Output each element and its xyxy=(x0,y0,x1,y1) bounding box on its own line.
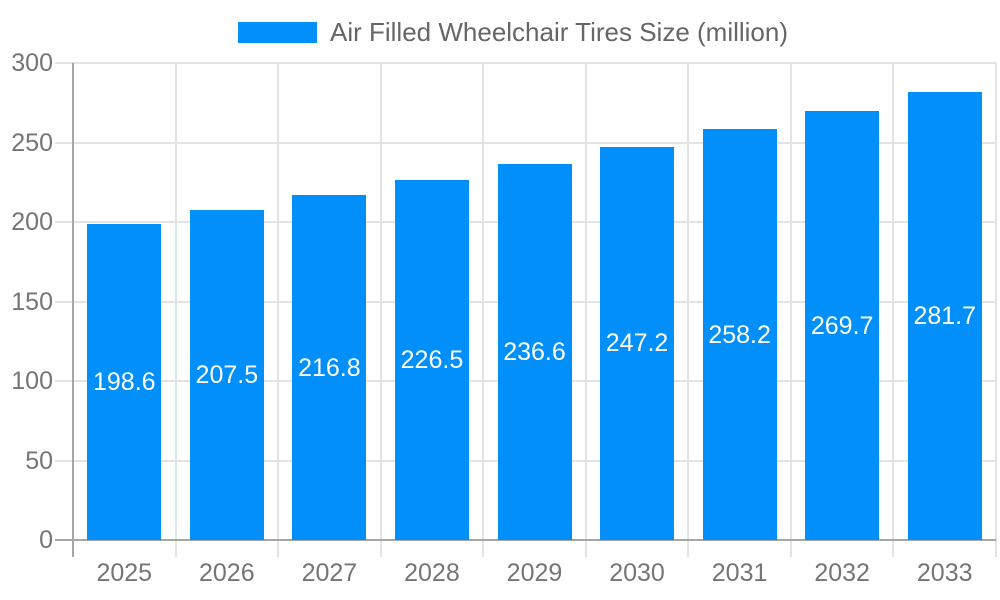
gridline-vertical xyxy=(584,63,587,540)
x-axis-label: 2026 xyxy=(199,559,255,587)
bar[interactable] xyxy=(600,146,675,540)
legend[interactable]: Air Filled Wheelchair Tires Size (millio… xyxy=(238,18,788,46)
bar[interactable] xyxy=(805,111,880,540)
y-axis-label: 200 xyxy=(11,208,53,236)
x-axis-tick xyxy=(584,540,587,557)
y-axis-label: 250 xyxy=(11,128,53,157)
x-axis-tick xyxy=(379,540,382,557)
bar-value-label: 281.7 xyxy=(913,302,976,331)
y-axis-tick xyxy=(55,300,73,303)
y-axis-label: 0 xyxy=(39,526,53,554)
x-axis-tick xyxy=(789,540,792,557)
gridline-vertical xyxy=(277,63,280,540)
gridline-vertical xyxy=(482,63,485,540)
gridline-horizontal xyxy=(73,62,996,64)
bar[interactable] xyxy=(702,129,777,540)
gridline-vertical xyxy=(789,63,792,540)
y-axis-line xyxy=(72,63,74,557)
gridline-vertical xyxy=(892,63,895,540)
y-axis-label: 300 xyxy=(11,49,53,77)
bar-value-label: 236.6 xyxy=(503,337,566,366)
y-axis-label: 150 xyxy=(11,287,53,316)
legend-label: Air Filled Wheelchair Tires Size (millio… xyxy=(330,17,788,47)
x-axis-tick xyxy=(174,540,177,557)
bar-value-label: 258.2 xyxy=(708,320,771,349)
x-axis-label: 2028 xyxy=(404,559,460,587)
x-axis-tick xyxy=(277,540,280,557)
bar-value-label: 198.6 xyxy=(92,368,156,397)
gridline-vertical xyxy=(995,63,997,540)
bar-value-label: 269.7 xyxy=(810,311,874,340)
gridline-vertical xyxy=(174,63,177,540)
x-axis-label: 2032 xyxy=(814,559,870,587)
x-axis-tick xyxy=(892,540,895,557)
bar[interactable] xyxy=(394,179,469,540)
bar[interactable] xyxy=(497,163,572,540)
x-axis-label: 2031 xyxy=(711,559,768,587)
x-axis-label: 2030 xyxy=(609,559,665,587)
x-axis-tick xyxy=(995,540,997,557)
bar[interactable] xyxy=(907,92,982,540)
gridline-vertical xyxy=(379,63,382,540)
y-axis-label: 100 xyxy=(11,367,53,395)
y-axis-tick xyxy=(55,141,73,144)
y-axis-tick xyxy=(55,380,73,382)
x-axis-label: 2027 xyxy=(301,559,358,587)
y-axis-tick xyxy=(55,459,73,462)
bar-value-label: 207.5 xyxy=(195,361,259,390)
x-axis-label: 2029 xyxy=(506,559,563,587)
bar-value-label: 247.2 xyxy=(605,329,669,358)
gridline-vertical xyxy=(687,63,690,540)
x-axis-tick xyxy=(687,540,690,557)
y-axis-tick xyxy=(55,221,73,223)
x-axis-label: 2025 xyxy=(96,559,153,587)
y-axis-label: 50 xyxy=(25,446,53,475)
legend-swatch xyxy=(238,21,317,43)
bar[interactable] xyxy=(292,195,367,540)
x-axis-line xyxy=(55,539,996,541)
gridline-horizontal xyxy=(73,141,996,144)
x-axis-label: 2033 xyxy=(916,559,973,587)
bar[interactable] xyxy=(87,224,162,540)
x-axis-tick xyxy=(482,540,485,557)
bar-value-label: 216.8 xyxy=(298,353,361,382)
bar[interactable] xyxy=(189,210,264,540)
bar-value-label: 226.5 xyxy=(400,345,464,374)
y-axis-tick xyxy=(55,62,73,64)
